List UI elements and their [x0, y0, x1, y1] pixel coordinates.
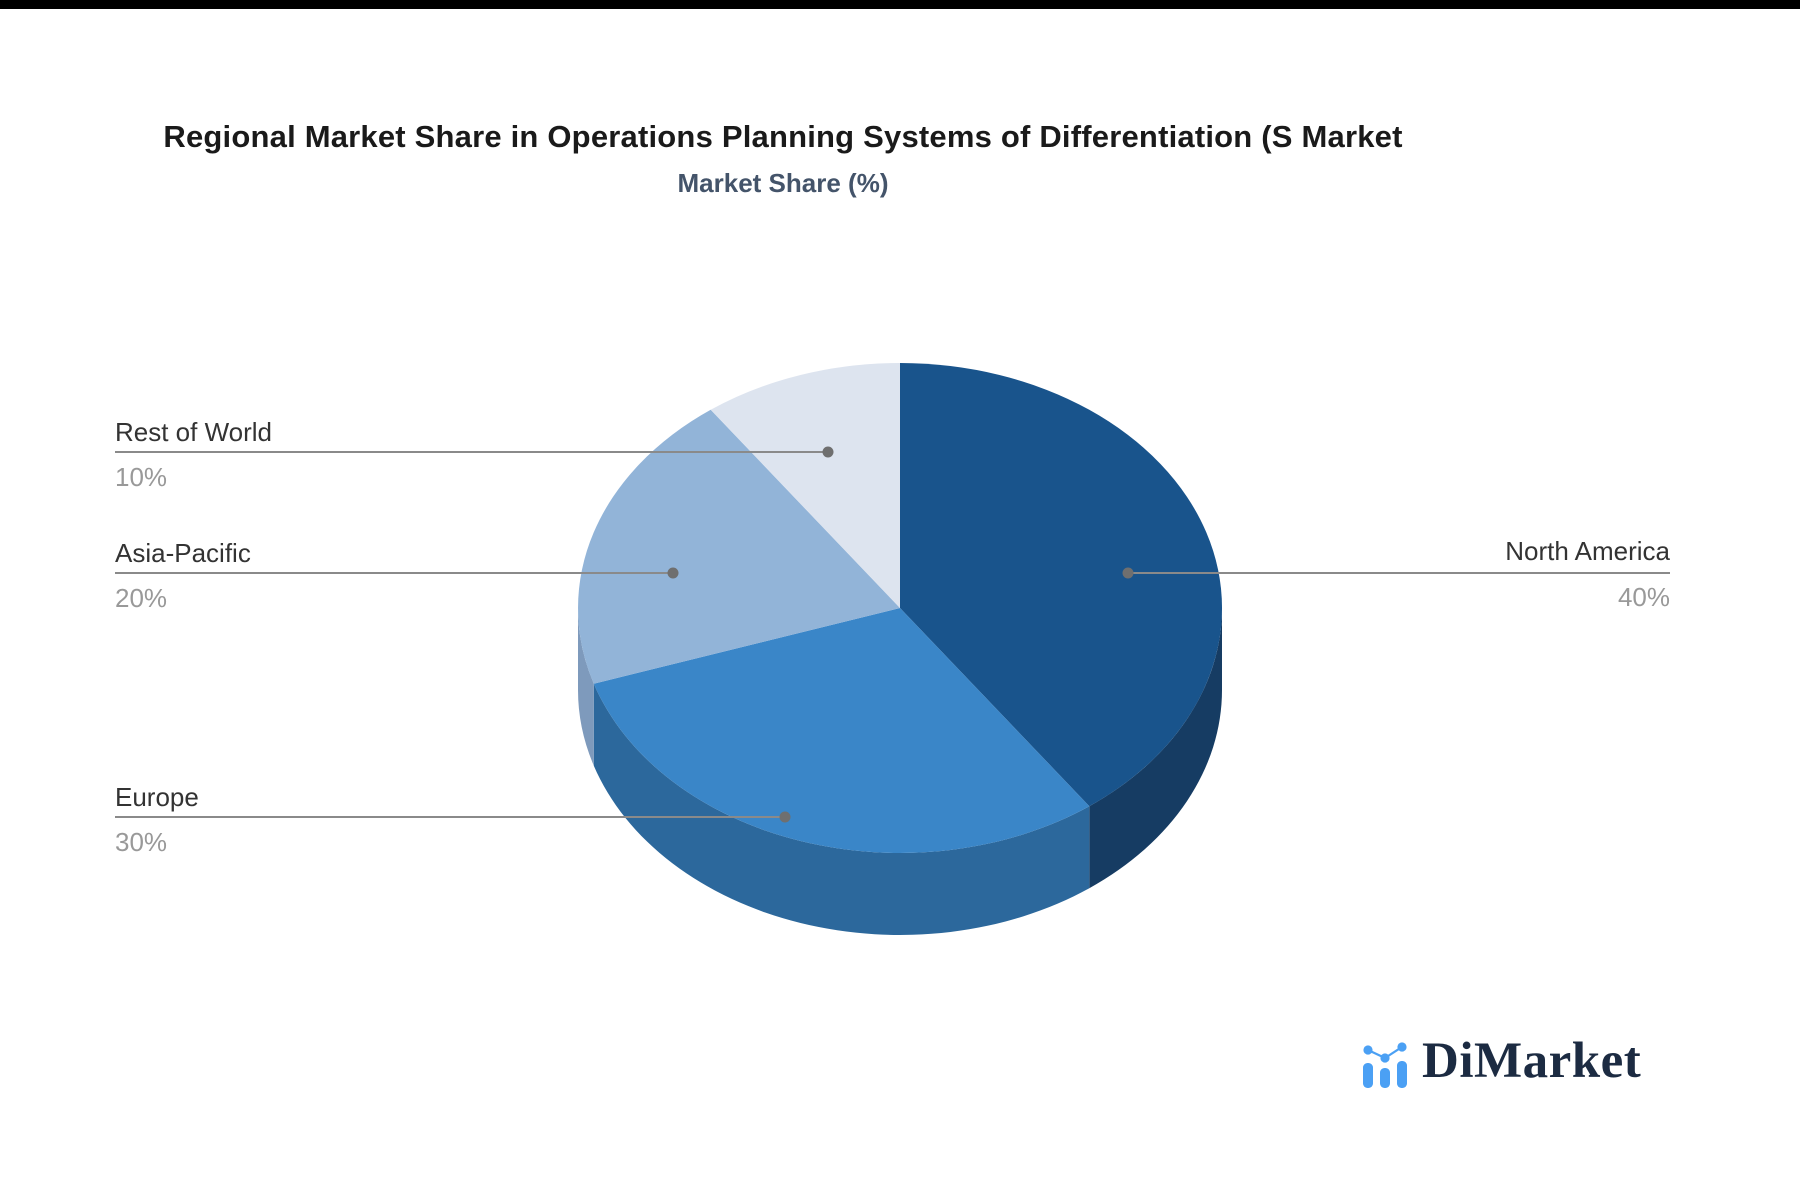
pie-slice-rest-of-world	[710, 362, 900, 608]
leader-dot-rest-of-world	[822, 446, 834, 458]
chart-subtitle: Market Share (%)	[677, 168, 889, 198]
top-border	[0, 0, 1800, 9]
brand-logo-text: DiMarket	[1422, 1033, 1642, 1089]
slice-label-asia-pacific: Asia-Pacific	[115, 538, 251, 568]
slice-pct-europe: 30%	[115, 827, 168, 857]
chart-title: Regional Market Share in Operations Plan…	[163, 119, 1403, 154]
leader-dot-europe	[779, 811, 791, 823]
bar-chart-trend-icon	[1363, 1042, 1407, 1088]
pie-slice-europe	[593, 608, 1090, 853]
slice-pct-asia-pacific: 20%	[115, 583, 168, 613]
pie-slice-side-europe	[593, 683, 1090, 935]
slice-pct-north-america: 40%	[1617, 582, 1670, 612]
pie-slice-asia-pacific	[578, 409, 900, 684]
pie-slice-side-asia-pacific	[578, 608, 594, 766]
slice-pct-rest-of-world: 10%	[115, 462, 168, 492]
slice-label-europe: Europe	[115, 782, 199, 812]
slice-label-rest-of-world: Rest of World	[115, 417, 273, 447]
brand-logo: DiMarket	[1362, 1036, 1641, 1089]
leader-dot-north-america	[1122, 567, 1134, 579]
slice-label-north-america: North America	[1505, 536, 1670, 566]
pie-slice-side-north-america	[1089, 608, 1223, 889]
leader-dot-asia-pacific	[667, 567, 679, 579]
pie-slice-north-america	[900, 363, 1223, 807]
